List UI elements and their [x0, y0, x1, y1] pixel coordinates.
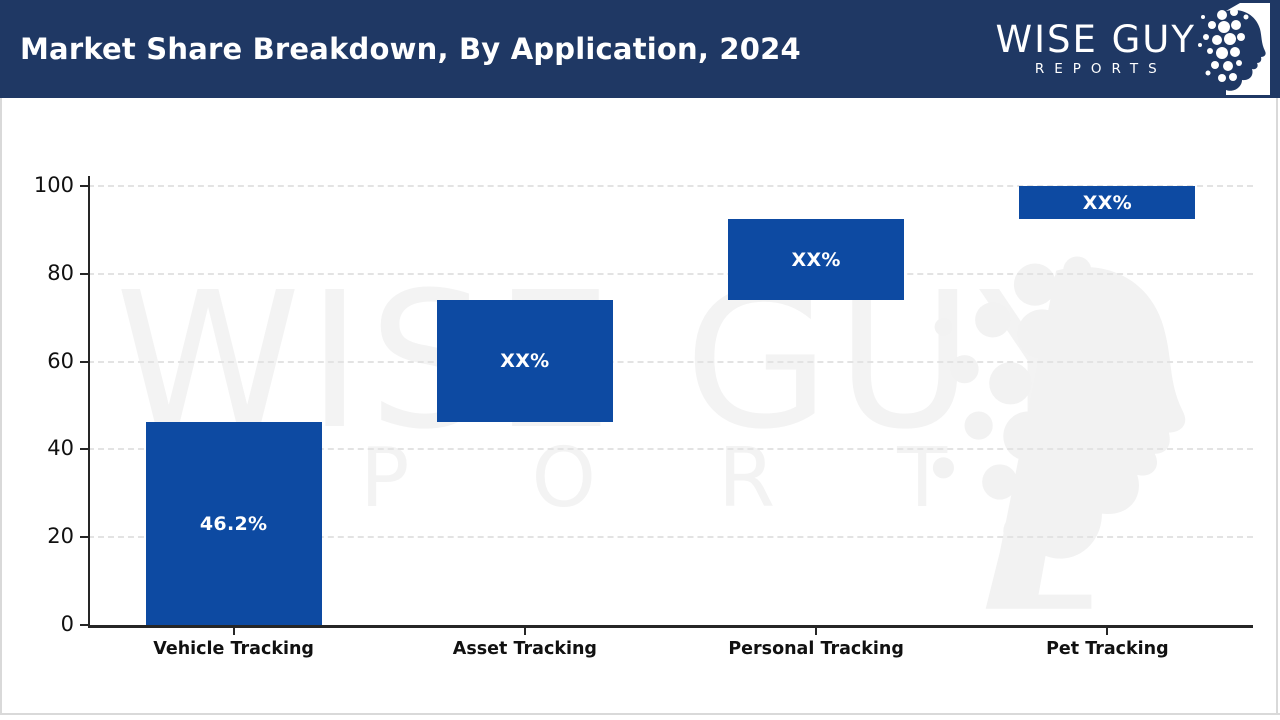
bar-value-label: XX% [500, 350, 550, 373]
frame-border-left [0, 98, 2, 714]
y-tick-label-0: 0 [60, 612, 74, 636]
bar-value-label: 46.2% [199, 512, 268, 535]
bar-asset-tracking: XX% [436, 300, 613, 423]
frame-border-right [1276, 98, 1278, 714]
x-axis [88, 625, 1253, 628]
bar-value-label: XX% [791, 248, 841, 271]
gridline-100 [88, 185, 1253, 187]
y-tick-mark-0 [80, 624, 88, 626]
y-tick-mark-40 [80, 448, 88, 451]
x-tick-mark-1 [232, 628, 235, 635]
brand-wordmark-line2: REPORTS [1034, 60, 1167, 77]
y-tick-label-40: 40 [47, 436, 74, 461]
brand-wordmark: WISE GUY REPORTS [995, 18, 1196, 77]
y-axis [88, 176, 90, 627]
category-label-2: Asset Tracking [452, 639, 597, 659]
gridline-80 [88, 272, 1253, 275]
category-label-4: Pet Tracking [1046, 639, 1169, 659]
y-tick-mark-60 [80, 360, 88, 363]
x-tick-mark-3 [815, 628, 818, 635]
bar-personal-tracking: XX% [728, 219, 905, 301]
y-tick-mark-20 [80, 536, 88, 539]
bar-value-label: XX% [1082, 191, 1132, 214]
x-tick-mark-2 [523, 628, 526, 635]
bar-vehicle-tracking: 46.2% [145, 422, 322, 625]
x-tick-mark-4 [1106, 628, 1109, 635]
y-tick-label-60: 60 [47, 348, 74, 373]
gridline-40 [88, 448, 1253, 451]
dotted-head-icon [1198, 3, 1270, 95]
frame-border-bottom [0, 713, 1280, 715]
y-tick-label-80: 80 [47, 260, 74, 285]
y-tick-mark-100 [80, 185, 88, 187]
category-label-3: Personal Tracking [728, 639, 904, 659]
bar-pet-tracking: XX% [1019, 186, 1196, 220]
y-tick-label-20: 20 [47, 524, 74, 549]
y-tick-label-100: 100 [33, 173, 74, 197]
gridline-60 [88, 360, 1253, 363]
header: Market Share Breakdown, By Application, … [0, 0, 1280, 98]
brand-wordmark-line1: WISE GUY [995, 18, 1196, 62]
brand-logo: WISE GUY REPORTS [996, 3, 1280, 95]
category-label-1: Vehicle Tracking [153, 639, 314, 659]
gridline-20 [88, 536, 1253, 539]
y-tick-mark-80 [80, 272, 88, 275]
watermark-head-icon [932, 256, 1186, 609]
page-title: Market Share Breakdown, By Application, … [20, 32, 801, 66]
